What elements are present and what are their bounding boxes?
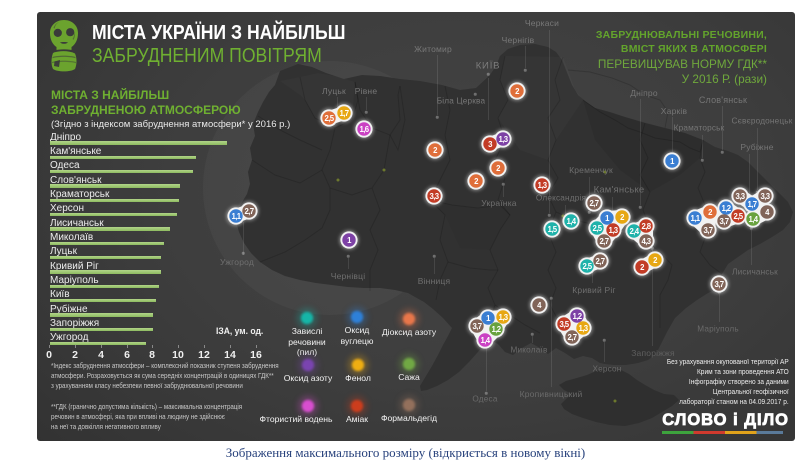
svg-text:1,2: 1,2 — [491, 325, 501, 334]
svg-text:2,7: 2,7 — [595, 257, 604, 266]
svg-text:1: 1 — [670, 157, 675, 166]
svg-text:2,7: 2,7 — [567, 333, 576, 342]
svg-text:2: 2 — [708, 208, 713, 217]
svg-text:4: 4 — [537, 301, 542, 310]
svg-text:1,4: 1,4 — [748, 215, 758, 224]
svg-text:3,7: 3,7 — [472, 322, 481, 331]
svg-text:2,5: 2,5 — [324, 114, 334, 123]
svg-text:3,3: 3,3 — [760, 192, 770, 201]
svg-text:1,2: 1,2 — [721, 204, 731, 213]
svg-text:1: 1 — [605, 214, 610, 223]
svg-text:1: 1 — [347, 236, 352, 245]
svg-text:3,7: 3,7 — [703, 226, 712, 235]
svg-text:2: 2 — [474, 177, 479, 186]
svg-text:4: 4 — [765, 208, 770, 217]
svg-text:2,8: 2,8 — [641, 222, 651, 231]
svg-text:3,3: 3,3 — [735, 192, 745, 201]
svg-text:1,2: 1,2 — [572, 312, 582, 321]
svg-text:1,3: 1,3 — [578, 324, 588, 333]
svg-text:3,5: 3,5 — [559, 320, 569, 329]
svg-text:1,7: 1,7 — [747, 200, 756, 209]
svg-text:1,6: 1,6 — [359, 125, 369, 134]
svg-text:2: 2 — [620, 213, 625, 222]
svg-text:2,7: 2,7 — [244, 207, 253, 216]
svg-text:2: 2 — [515, 87, 520, 96]
svg-text:3,7: 3,7 — [719, 217, 728, 226]
svg-text:2: 2 — [653, 256, 658, 265]
svg-text:1,5: 1,5 — [547, 225, 557, 234]
svg-text:2: 2 — [640, 263, 645, 272]
svg-text:4,3: 4,3 — [641, 237, 651, 246]
svg-text:1,1: 1,1 — [690, 214, 700, 223]
svg-text:1,3: 1,3 — [537, 181, 547, 190]
svg-text:1,4: 1,4 — [566, 217, 576, 226]
svg-text:1,1: 1,1 — [231, 212, 241, 221]
svg-text:1,4: 1,4 — [480, 336, 490, 345]
svg-text:2,5: 2,5 — [733, 212, 743, 221]
svg-text:1: 1 — [486, 314, 491, 323]
svg-text:2,5: 2,5 — [592, 224, 602, 233]
svg-text:2: 2 — [496, 164, 501, 173]
svg-text:3,7: 3,7 — [714, 280, 723, 289]
svg-text:2,7: 2,7 — [599, 237, 608, 246]
svg-text:1,3: 1,3 — [498, 313, 508, 322]
svg-text:2: 2 — [433, 146, 438, 155]
svg-text:3: 3 — [488, 140, 493, 149]
svg-text:1,3: 1,3 — [498, 135, 508, 144]
svg-text:2,4: 2,4 — [629, 227, 639, 236]
svg-text:1,7: 1,7 — [339, 109, 348, 118]
svg-text:3,3: 3,3 — [429, 192, 439, 201]
svg-text:1,3: 1,3 — [608, 226, 618, 235]
svg-text:2,5: 2,5 — [582, 262, 592, 271]
svg-text:2,7: 2,7 — [589, 199, 598, 208]
